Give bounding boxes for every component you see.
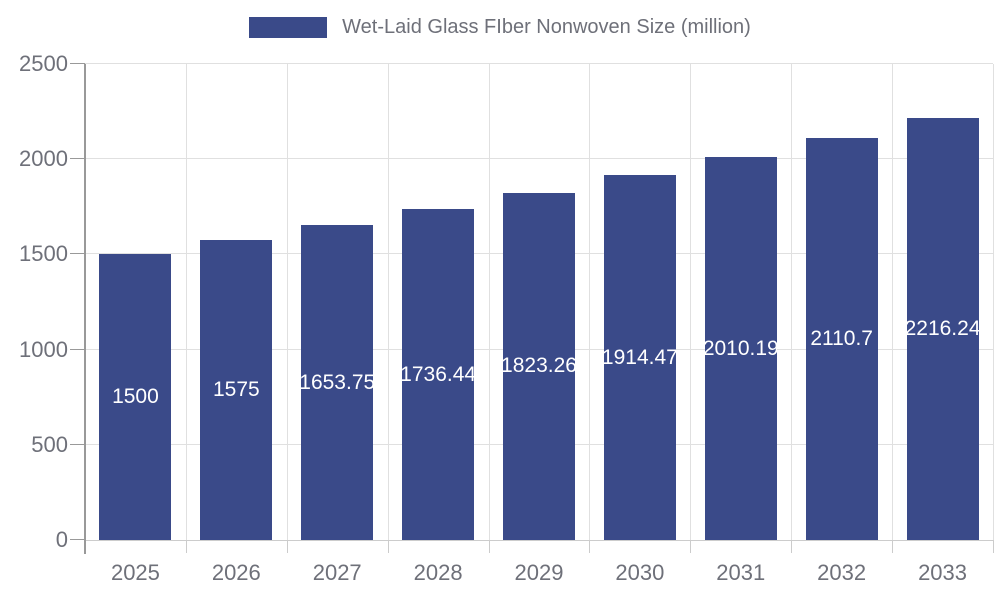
y-axis-label: 2000	[19, 146, 68, 172]
x-axis-label: 2027	[312, 560, 362, 585]
x-axis-tick	[589, 540, 591, 553]
y-axis-tick	[70, 63, 85, 64]
y-axis-label: 1500	[19, 241, 68, 267]
x-axis-tick	[286, 540, 288, 553]
x-axis-tick	[993, 540, 994, 553]
y-axis-tick	[70, 539, 85, 540]
x-axis-tick	[791, 540, 793, 553]
gridline	[892, 64, 894, 540]
gridline	[791, 64, 793, 540]
bar-value-label: 1736.44	[402, 362, 475, 386]
y-axis-line	[84, 64, 86, 554]
bar-2032[interactable]: 2110.7	[805, 138, 878, 540]
bar-2025[interactable]: 1500	[99, 254, 172, 540]
x-axis-label: 2031	[716, 560, 766, 585]
bar-2031[interactable]: 2010.19	[704, 157, 777, 540]
legend-swatch-icon	[249, 17, 328, 38]
x-axis-label: 2030	[615, 560, 665, 585]
gridline	[185, 64, 187, 540]
gridline	[993, 64, 994, 540]
x-axis-label: 2028	[413, 560, 463, 585]
bar-2029[interactable]: 1823.26	[503, 192, 575, 540]
y-axis-tick	[70, 253, 85, 255]
x-axis-line	[85, 540, 993, 541]
bar-2030[interactable]: 1914.47	[603, 175, 676, 540]
x-axis-label: 2029	[514, 560, 564, 585]
gridline	[589, 64, 591, 540]
x-axis-tick	[387, 540, 389, 553]
x-axis-label: 2025	[110, 560, 160, 585]
gridline	[387, 64, 389, 540]
bar-2028[interactable]: 1736.44	[402, 209, 475, 540]
y-axis-label: 2500	[19, 51, 68, 76]
gridline	[286, 64, 288, 540]
x-axis-label: 2026	[211, 560, 261, 585]
bar-value-label: 2216.24	[906, 317, 979, 340]
x-axis-label: 2033	[918, 560, 968, 585]
bar-value-label: 1823.26	[503, 354, 575, 378]
bar-value-label: 1914.47	[603, 345, 676, 369]
bar-2027[interactable]: 1653.75	[301, 225, 374, 540]
bar-value-label: 2110.7	[810, 327, 873, 351]
y-axis-label: 1000	[19, 336, 68, 362]
bar-value-label: 1575	[212, 378, 260, 402]
y-axis-label: 0	[55, 527, 68, 552]
bar-2033[interactable]: 2216.24	[906, 118, 979, 540]
gridline	[85, 158, 993, 160]
x-axis-label: 2032	[817, 560, 867, 585]
legend-label: Wet-Laid Glass FIber Nonwoven Size (mill…	[342, 16, 751, 38]
y-axis-tick	[70, 158, 85, 160]
gridline	[690, 64, 692, 540]
bar-2026[interactable]: 1575	[200, 240, 273, 540]
x-axis-tick	[690, 540, 692, 553]
x-axis-tick	[185, 540, 187, 553]
y-axis-tick	[70, 443, 85, 445]
y-axis-label: 500	[31, 431, 68, 457]
legend[interactable]: Wet-Laid Glass FIber Nonwoven Size (mill…	[0, 16, 1000, 39]
y-axis-tick	[70, 348, 85, 350]
gridline	[85, 63, 993, 64]
x-axis-tick	[892, 540, 894, 553]
bar-value-label: 1500	[112, 385, 159, 409]
bar-value-label: 1653.75	[301, 370, 374, 394]
gridline	[488, 64, 490, 540]
x-axis-tick	[488, 540, 490, 553]
bar-value-label: 2010.19	[704, 336, 777, 360]
